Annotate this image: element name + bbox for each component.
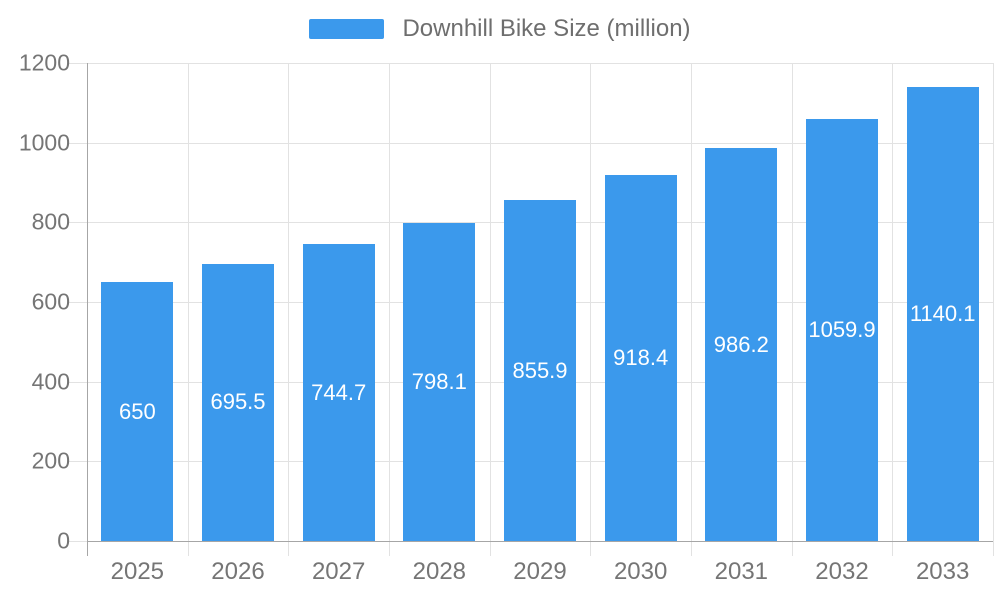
y-axis-label: 200 <box>31 447 70 474</box>
v-gridline <box>489 63 491 556</box>
h-gridline <box>67 142 993 144</box>
bar-2030[interactable] <box>604 175 677 541</box>
bar-value-label: 1140.1 <box>909 300 976 326</box>
v-gridline <box>691 63 692 556</box>
x-axis-label: 2029 <box>513 558 567 585</box>
bar-value-label: 798.1 <box>411 369 467 395</box>
h-gridline <box>67 63 993 64</box>
legend-label: Downhill Bike Size (million) <box>402 15 691 42</box>
y-axis-line <box>87 63 88 556</box>
x-axis-label: 2028 <box>412 558 467 585</box>
bar-2027[interactable] <box>302 244 375 541</box>
bar-2025[interactable] <box>101 282 174 541</box>
x-axis-label: 2033 <box>915 558 970 585</box>
y-axis-label: 800 <box>31 208 70 235</box>
v-gridline <box>288 63 290 556</box>
bar-value-label: 744.7 <box>311 379 367 405</box>
y-axis-label: 0 <box>57 527 70 554</box>
legend-swatch <box>309 19 385 39</box>
x-axis-label: 2025 <box>110 558 165 585</box>
bar-value-label: 1059.9 <box>808 316 876 342</box>
y-axis-tick <box>67 541 87 542</box>
bar-value-label: 855.9 <box>512 357 568 383</box>
y-axis-label: 600 <box>31 288 70 315</box>
y-axis-label: 1200 <box>18 49 70 76</box>
v-gridline <box>993 63 994 556</box>
x-axis-label: 2030 <box>613 558 668 585</box>
bar-value-label: 695.5 <box>210 389 266 415</box>
bar-2031[interactable] <box>705 148 778 541</box>
legend-item[interactable]: Downhill Bike Size (million) <box>0 15 1000 43</box>
x-axis-label: 2027 <box>311 558 366 585</box>
v-gridline <box>389 63 390 556</box>
y-axis-label: 400 <box>31 368 70 395</box>
y-axis-label: 1000 <box>18 129 70 156</box>
v-gridline <box>590 63 592 556</box>
bar-2032[interactable] <box>806 118 878 541</box>
x-axis-label: 2032 <box>815 558 869 585</box>
bar-2026[interactable] <box>202 263 274 541</box>
x-axis-line <box>87 541 993 542</box>
v-gridline <box>187 63 189 556</box>
v-gridline <box>892 63 894 556</box>
v-gridline <box>791 63 793 556</box>
bar-2033[interactable] <box>906 86 979 541</box>
bar-value-label: 650 <box>118 398 156 424</box>
x-axis-label: 2026 <box>211 558 265 585</box>
bar-value-label: 986.2 <box>713 331 769 357</box>
bar-2028[interactable] <box>403 223 476 541</box>
x-axis-label: 2031 <box>714 558 769 585</box>
bar-2029[interactable] <box>504 200 576 541</box>
bar-value-label: 918.4 <box>613 345 669 371</box>
